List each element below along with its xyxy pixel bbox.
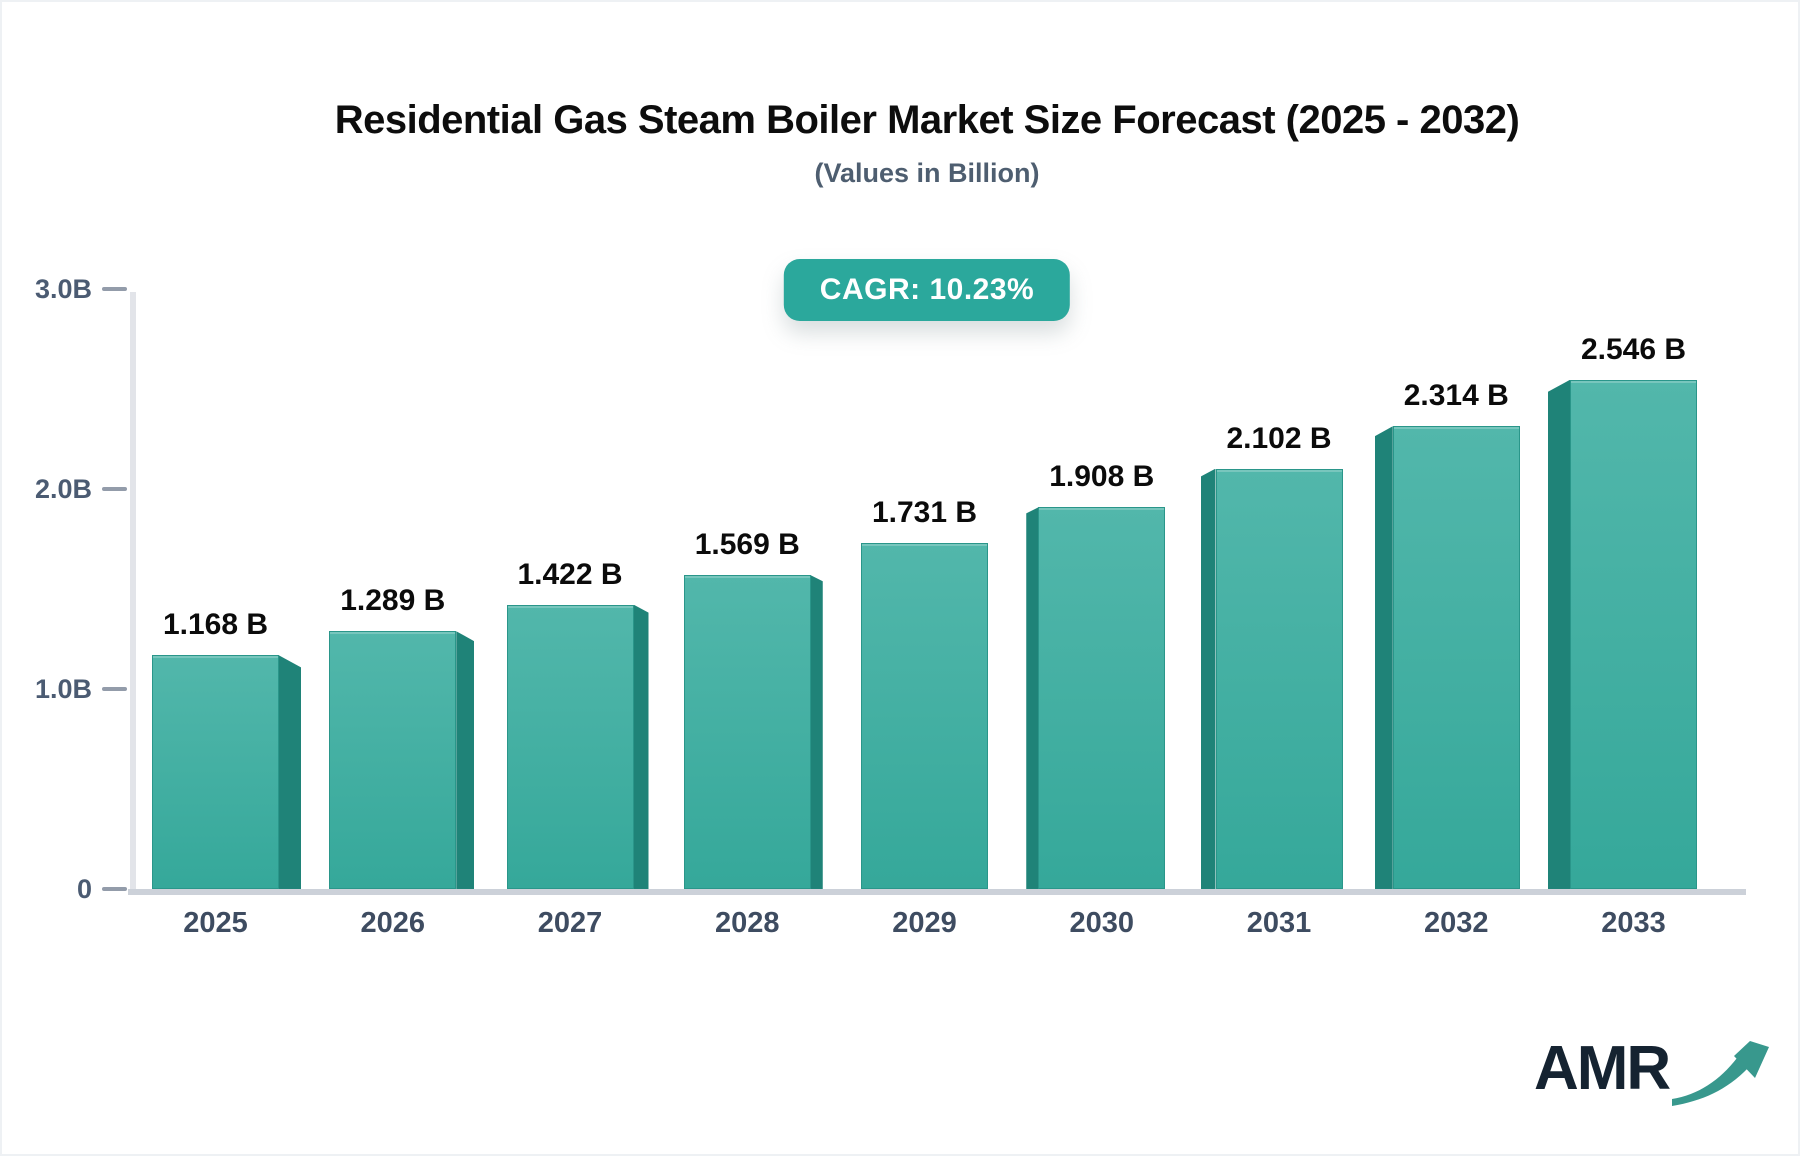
bar [506, 604, 634, 889]
bar-side-face [1026, 507, 1039, 889]
bar-side-face [810, 575, 823, 889]
y-tick-label: 2.0B [34, 474, 92, 504]
x-axis-label: 2026 [360, 907, 426, 939]
growth-arrow-icon [1672, 1041, 1769, 1106]
y-tick-mark [102, 487, 127, 491]
bar-value-label: 1.289 B [340, 584, 446, 618]
bar-value-label: 1.422 B [517, 557, 623, 591]
bar [329, 631, 457, 889]
y-axis-line [130, 292, 136, 892]
bar-side-face [1374, 426, 1393, 889]
x-axis-label: 2027 [537, 907, 603, 939]
bar-side-face [456, 631, 475, 889]
bar-value-label: 1.168 B [162, 608, 269, 642]
bar [1570, 379, 1697, 889]
x-axis-label: 2029 [892, 907, 957, 939]
y-tick-mark [102, 287, 127, 291]
x-axis-label: 2030 [1069, 907, 1135, 939]
bar-value-label: 1.731 B [871, 495, 978, 529]
bar [861, 542, 988, 889]
bar [1392, 426, 1520, 889]
y-tick-label: 0 [76, 874, 92, 904]
x-axis-label: 2028 [714, 907, 780, 939]
bar-value-label: 2.546 B [1580, 332, 1687, 366]
chart-title: Residential Gas Steam Boiler Market Size… [334, 98, 1520, 142]
y-tick-label: 1.0B [34, 674, 92, 704]
bar [1038, 507, 1166, 889]
y-tick-mark [102, 687, 127, 691]
bar [1215, 468, 1343, 889]
bar-side-face [1548, 379, 1570, 889]
amr-logo-text: AMR [1534, 1034, 1671, 1103]
x-axis-label: 2032 [1423, 907, 1489, 939]
bar-value-label: 2.314 B [1403, 379, 1509, 413]
y-tick-mark [102, 887, 127, 891]
y-tick-label: 3.0B [34, 274, 92, 304]
bar [683, 575, 811, 889]
x-axis-line [128, 889, 1746, 895]
bar-side-face [633, 604, 649, 889]
chart-subtitle: (Values in Billion) [814, 158, 1040, 188]
chart-header: Residential Gas Steam Boiler Market Size… [132, 98, 1722, 189]
x-axis-label: 2031 [1246, 907, 1312, 939]
cagr-badge: CAGR: 10.23% [783, 259, 1071, 321]
bar [152, 655, 279, 889]
x-axis-label: 2025 [183, 907, 248, 939]
bar-side-face [1200, 468, 1216, 889]
bar-side-face [279, 655, 301, 889]
bar-value-label: 1.569 B [694, 528, 800, 562]
x-axis-label: 2033 [1601, 907, 1666, 939]
bar-value-label: 2.102 B [1226, 421, 1332, 455]
bar-value-label: 1.908 B [1049, 460, 1155, 494]
amr-logo: AMR [1534, 1034, 1769, 1128]
